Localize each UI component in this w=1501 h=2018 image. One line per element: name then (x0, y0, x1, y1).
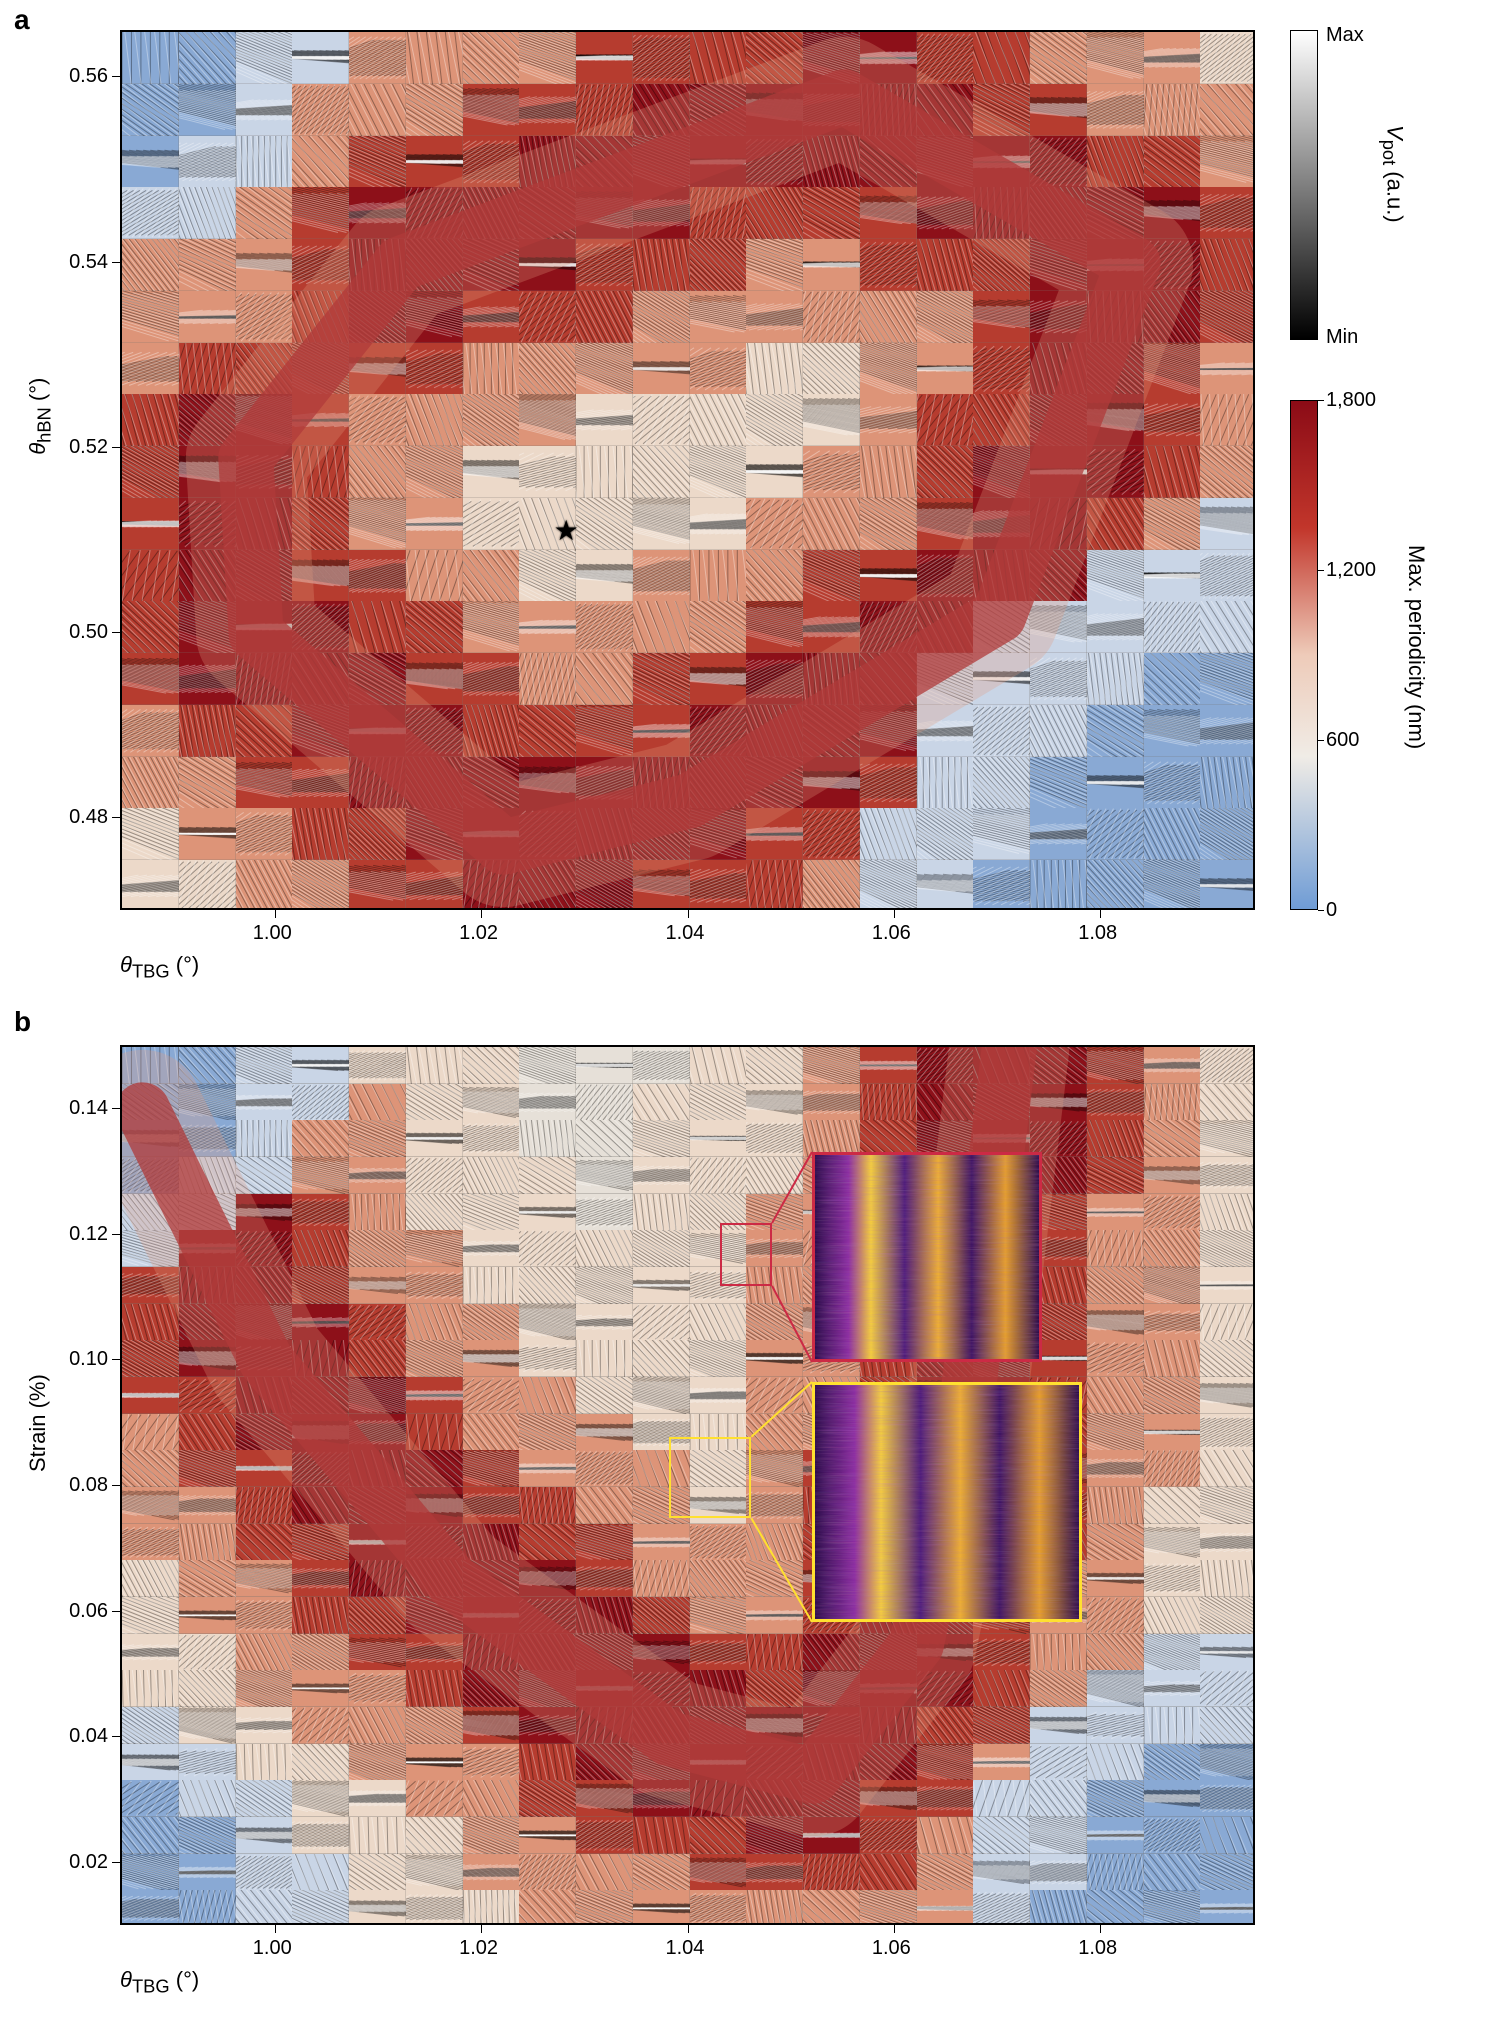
figure: a ★ θhBN (°) θTBG (°) Max Min Vpot (a.u.… (0, 0, 1501, 2018)
colorbar-tick-label: 1,200 (1326, 559, 1376, 582)
panel-a-xlabel: θTBG (°) (120, 952, 1255, 982)
colorbar-vpot (1290, 30, 1318, 340)
colorbar-tick-label: 600 (1326, 729, 1359, 752)
x-tick (481, 910, 482, 918)
x-tick-label: 1.00 (253, 922, 292, 945)
colorbar-vpot-max-label: Max (1326, 24, 1364, 47)
y-tick-label: 0.02 (69, 1851, 108, 1874)
y-tick (112, 447, 120, 448)
y-tick (112, 1611, 120, 1612)
y-tick-label: 0.14 (69, 1097, 108, 1120)
colorbar-vpot-title: Vpot (a.u.) (1378, 125, 1407, 223)
y-tick (112, 1234, 120, 1235)
x-tick-label: 1.02 (459, 1937, 498, 1960)
y-tick (112, 1736, 120, 1737)
x-tick (1100, 910, 1101, 918)
y-tick (112, 76, 120, 77)
panel-b-plot (120, 1045, 1255, 1925)
y-tick (112, 632, 120, 633)
y-tick-label: 0.08 (69, 1474, 108, 1497)
x-tick-label: 1.06 (872, 1937, 911, 1960)
colorbar-vpot-min-label: Min (1326, 326, 1358, 349)
panel-a-ylabel: θhBN (°) (25, 378, 55, 455)
y-tick-label: 0.54 (69, 251, 108, 274)
panel-b-ylabel: Strain (%) (25, 1374, 51, 1472)
y-tick (112, 1359, 120, 1360)
y-tick-label: 0.52 (69, 436, 108, 459)
x-tick (894, 910, 895, 918)
y-tick (112, 1862, 120, 1863)
y-tick-label: 0.48 (69, 806, 108, 829)
colorbar-tick (1318, 910, 1324, 911)
star-marker: ★ (554, 514, 579, 547)
colorbar-period-gradient (1290, 400, 1318, 910)
ring-overlay (122, 32, 1255, 910)
x-tick-label: 1.04 (666, 922, 705, 945)
colorbar-tick-label: 0 (1326, 899, 1337, 922)
x-tick-label: 1.08 (1078, 922, 1117, 945)
x-tick (688, 1925, 689, 1933)
colorbar-tick (1318, 400, 1324, 401)
x-tick-label: 1.04 (666, 1937, 705, 1960)
x-tick-label: 1.00 (253, 1937, 292, 1960)
x-tick (275, 1925, 276, 1933)
y-tick-label: 0.06 (69, 1600, 108, 1623)
x-tick (275, 910, 276, 918)
y-tick (112, 1108, 120, 1109)
x-tick-label: 1.02 (459, 922, 498, 945)
y-tick (112, 262, 120, 263)
x-tick (1100, 1925, 1101, 1933)
y-tick-label: 0.10 (69, 1348, 108, 1371)
colorbar-tick (1318, 570, 1324, 571)
x-tick-label: 1.08 (1078, 1937, 1117, 1960)
x-tick (894, 1925, 895, 1933)
panel-a-plot: ★ (120, 30, 1255, 910)
colorbar-vpot-gradient (1290, 30, 1318, 340)
colorbar-tick (1318, 740, 1324, 741)
y-tick-label: 0.04 (69, 1725, 108, 1748)
x-tick-label: 1.06 (872, 922, 911, 945)
y-tick-label: 0.56 (69, 65, 108, 88)
y-tick (112, 1485, 120, 1486)
panel-b-xlabel: θTBG (°) (120, 1967, 1255, 1997)
colorbar-period (1290, 400, 1318, 910)
inset-connector (122, 1047, 1255, 1925)
x-tick (688, 910, 689, 918)
colorbar-period-title: Max. periodicity (nm) (1403, 545, 1429, 749)
panel-a-label: a (14, 4, 30, 36)
y-tick (112, 817, 120, 818)
x-tick (481, 1925, 482, 1933)
y-tick-label: 0.12 (69, 1223, 108, 1246)
panel-b-label: b (14, 1006, 31, 1038)
colorbar-tick-label: 1,800 (1326, 389, 1376, 412)
y-tick-label: 0.50 (69, 621, 108, 644)
